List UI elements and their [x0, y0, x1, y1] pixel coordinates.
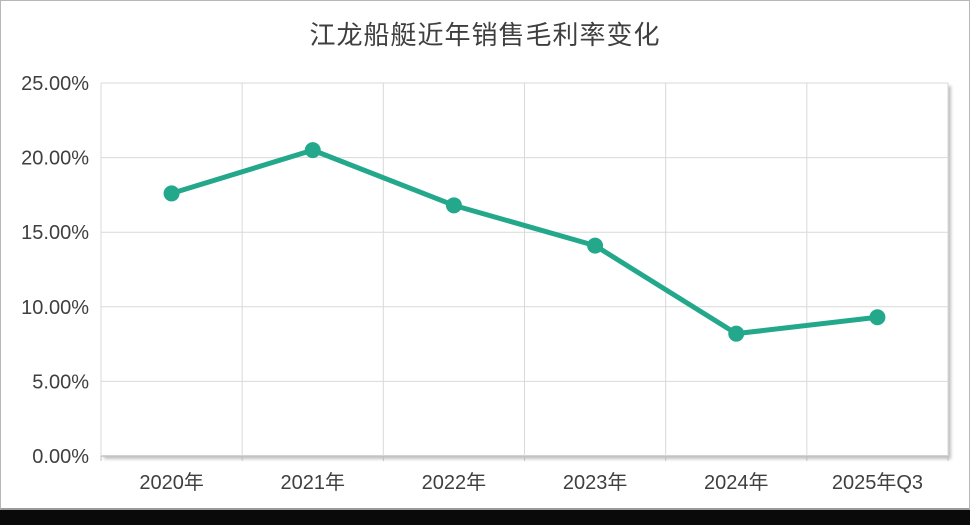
y-tick-label: 5.00%: [32, 371, 89, 393]
data-point: [445, 197, 462, 214]
y-tick-label: 10.00%: [21, 297, 89, 319]
x-tick-label: 2022年: [422, 471, 487, 494]
data-line: [169, 147, 880, 337]
data-point: [304, 142, 321, 159]
x-tick-label: 2021年: [281, 471, 346, 494]
x-tick-label: 2024年: [704, 471, 769, 494]
y-tick-label: 15.00%: [21, 222, 89, 244]
line-chart: 0.00% 5.00% 10.00% 15.00% 20.00% 25.00% 2020年 2…: [21, 73, 949, 494]
chart-title: 江龙船艇近年销售毛利率变化: [309, 20, 661, 50]
x-tick-label: 2025年Q3: [832, 471, 923, 494]
y-tick-label: 25.00%: [21, 73, 89, 95]
window-bottom-edge: [0, 510, 970, 525]
data-point: [728, 325, 745, 342]
data-point: [587, 237, 604, 254]
x-tick-label: 2023年: [563, 471, 628, 494]
y-tick-label: 20.00%: [21, 148, 89, 170]
y-tick-label: 0.00%: [32, 446, 89, 468]
data-point: [163, 185, 180, 202]
chart-panel: 江龙船艇近年销售毛利率变化 0.00% 5.00% 10.00% 15.00% 20.0…: [0, 0, 970, 510]
x-tick-label: 2020年: [139, 471, 204, 494]
data-point: [869, 309, 886, 326]
